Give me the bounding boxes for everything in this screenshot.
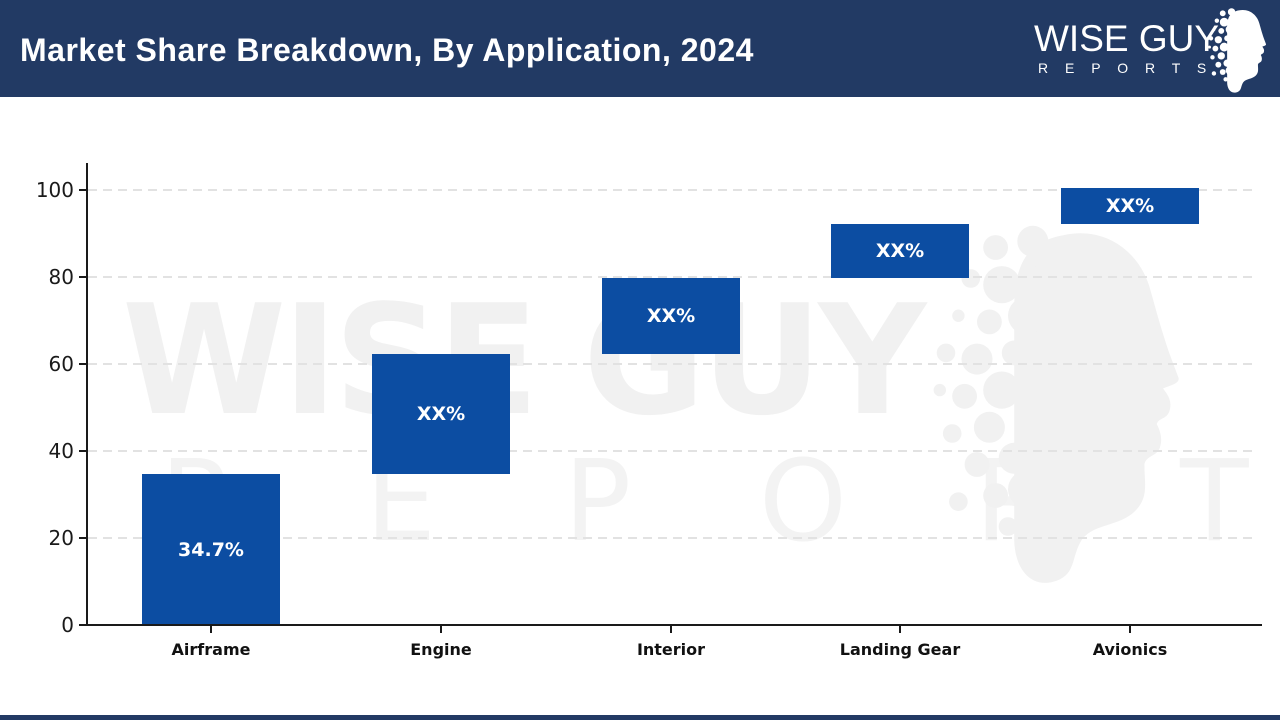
y-tick-label-80: 80: [48, 265, 74, 289]
y-tick-label-40: 40: [48, 439, 74, 463]
x-tick-label-avionics: Avionics: [1092, 640, 1168, 659]
x-tick-mark-avionics: [1129, 626, 1131, 633]
y-tick-mark-40: [79, 450, 86, 452]
wise-guy-logo: WISE GUY R E P O R T S: [1022, 4, 1272, 94]
header-bar: Market Share Breakdown, By Application, …: [0, 0, 1280, 97]
bar-value-label: XX%: [416, 403, 466, 425]
y-tick-mark-0: [79, 624, 86, 626]
y-tick-mark-20: [79, 537, 86, 539]
bar-airframe: 34.7%: [142, 474, 280, 625]
y-axis-spine: [86, 163, 88, 626]
y-tick-mark-100: [79, 189, 86, 191]
x-tick-mark-airframe: [210, 626, 212, 633]
x-tick-label-landing-gear: Landing Gear: [839, 640, 961, 659]
x-axis-spine: [86, 624, 1262, 626]
bar-interior: XX%: [602, 277, 740, 354]
footer-accent-strip: [0, 715, 1280, 720]
y-tick-mark-80: [79, 276, 86, 278]
logo-head-icon: [1208, 8, 1267, 93]
logo-subtitle: R E P O R T S: [1038, 60, 1213, 76]
bar-value-label: XX%: [1105, 195, 1155, 218]
y-tick-mark-60: [79, 363, 86, 365]
gridline-80: [88, 276, 1254, 278]
gridline-60: [88, 363, 1254, 365]
x-tick-mark-engine: [440, 626, 442, 633]
bar-value-label: XX%: [875, 239, 925, 262]
bar-value-label: XX%: [646, 304, 696, 327]
gridline-40: [88, 450, 1254, 452]
x-tick-label-engine: Engine: [410, 640, 472, 659]
bar-avionics: XX%: [1061, 188, 1199, 224]
x-tick-mark-interior: [670, 626, 672, 633]
bar-landing-gear: XX%: [831, 223, 969, 278]
bar-engine: XX%: [372, 353, 510, 475]
page-title: Market Share Breakdown, By Application, …: [20, 32, 754, 68]
x-tick-label-interior: Interior: [636, 640, 706, 659]
y-tick-label-0: 0: [61, 613, 74, 637]
y-tick-label-60: 60: [48, 352, 74, 376]
gridline-100: [88, 189, 1254, 191]
bar-value-label: 34.7%: [178, 538, 244, 561]
y-tick-label-100: 100: [35, 178, 74, 202]
x-tick-mark-landing-gear: [899, 626, 901, 633]
gridline-20: [88, 537, 1254, 539]
x-tick-label-airframe: Airframe: [171, 640, 251, 659]
y-tick-label-20: 20: [48, 526, 74, 550]
logo-wordmark: WISE GUY: [1034, 18, 1220, 59]
